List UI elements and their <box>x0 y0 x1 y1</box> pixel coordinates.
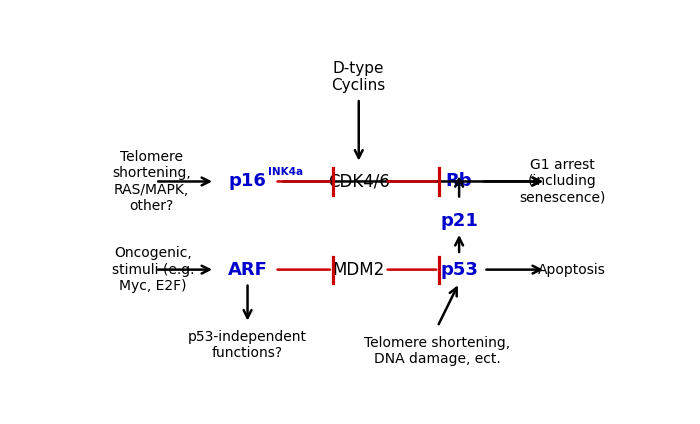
Text: Oncogenic,
stimuli (e.g.
Myc, E2F): Oncogenic, stimuli (e.g. Myc, E2F) <box>112 246 195 293</box>
Text: p21: p21 <box>440 212 478 230</box>
Text: MDM2: MDM2 <box>332 261 385 279</box>
Text: p53-independent
functions?: p53-independent functions? <box>188 329 307 360</box>
Text: Telomere
shortening,
RAS/MAPK,
other?: Telomere shortening, RAS/MAPK, other? <box>112 150 190 213</box>
Text: ARF: ARF <box>228 261 267 279</box>
Text: Apoptosis: Apoptosis <box>538 262 606 276</box>
Text: p53: p53 <box>440 261 478 279</box>
Text: INK4a: INK4a <box>268 167 303 177</box>
Text: CDK4/6: CDK4/6 <box>328 173 390 190</box>
Text: p16: p16 <box>229 173 267 190</box>
Text: Rb: Rb <box>446 173 473 190</box>
Text: D-type
Cyclins: D-type Cyclins <box>332 61 386 93</box>
Text: G1 arrest
(including
senescence): G1 arrest (including senescence) <box>519 158 606 205</box>
Text: Telomere shortening,
DNA damage, ect.: Telomere shortening, DNA damage, ect. <box>365 336 510 366</box>
